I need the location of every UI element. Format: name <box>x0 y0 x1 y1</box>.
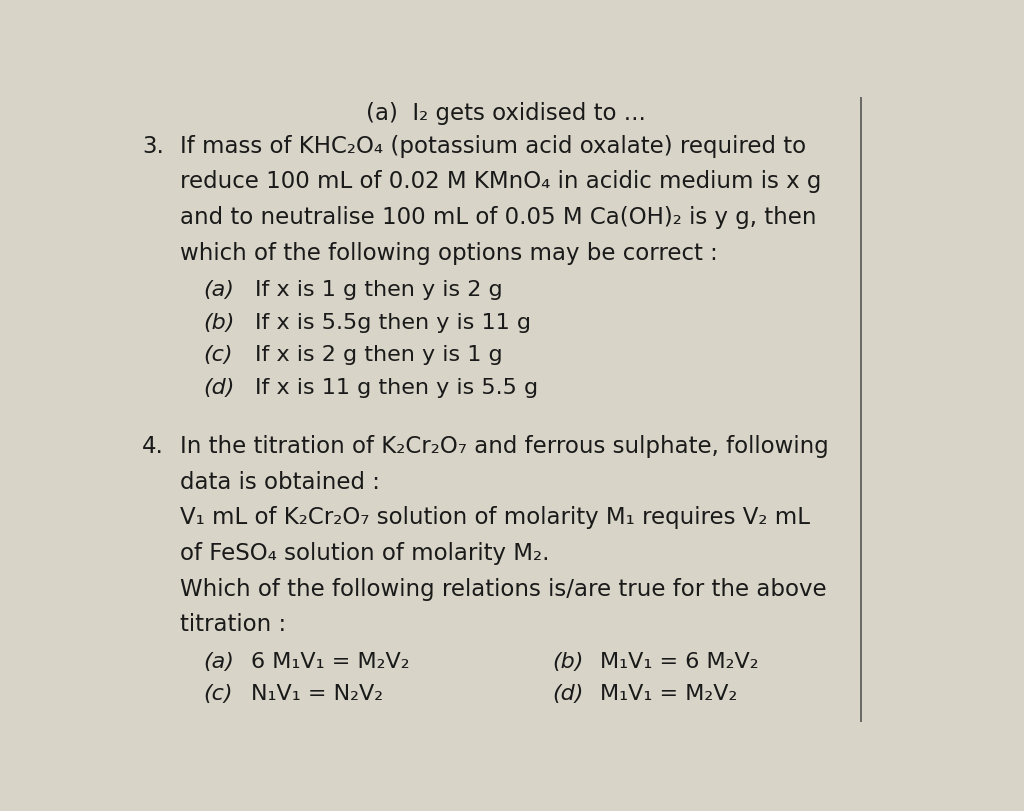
Text: N₁V₁ = N₂V₂: N₁V₁ = N₂V₂ <box>251 684 383 704</box>
Text: data is obtained :: data is obtained : <box>179 470 380 494</box>
Text: (b): (b) <box>204 313 234 333</box>
Text: which of the following options may be correct :: which of the following options may be co… <box>179 242 718 264</box>
Text: (a)  I₂ gets oxidised to ...: (a) I₂ gets oxidised to ... <box>367 101 646 125</box>
Text: (a): (a) <box>204 281 234 300</box>
Text: If x is 1 g then y is 2 g: If x is 1 g then y is 2 g <box>255 281 503 300</box>
Text: If mass of KHC₂O₄ (potassium acid oxalate) required to: If mass of KHC₂O₄ (potassium acid oxalat… <box>179 135 806 158</box>
Text: 3.: 3. <box>142 135 164 158</box>
Text: titration :: titration : <box>179 613 286 636</box>
Text: If x is 11 g then y is 5.5 g: If x is 11 g then y is 5.5 g <box>255 378 538 397</box>
Text: (d): (d) <box>204 378 234 397</box>
Text: (b): (b) <box>553 652 584 672</box>
Text: (a): (a) <box>204 652 234 672</box>
Text: M₁V₁ = 6 M₂V₂: M₁V₁ = 6 M₂V₂ <box>600 652 759 672</box>
Text: M₁V₁ = M₂V₂: M₁V₁ = M₂V₂ <box>600 684 737 704</box>
Text: 6 M₁V₁ = M₂V₂: 6 M₁V₁ = M₂V₂ <box>251 652 410 672</box>
Text: and to neutralise 100 mL of 0.05 M Ca(OH)₂ is y g, then: and to neutralise 100 mL of 0.05 M Ca(OH… <box>179 206 816 229</box>
Text: (c): (c) <box>204 345 232 365</box>
Text: (c): (c) <box>204 684 232 704</box>
Text: In the titration of K₂Cr₂O₇ and ferrous sulphate, following: In the titration of K₂Cr₂O₇ and ferrous … <box>179 436 828 458</box>
Text: of FeSO₄ solution of molarity M₂.: of FeSO₄ solution of molarity M₂. <box>179 542 549 565</box>
Text: reduce 100 mL of 0.02 M KMnO₄ in acidic medium is x g: reduce 100 mL of 0.02 M KMnO₄ in acidic … <box>179 170 821 193</box>
Text: If x is 5.5g then y is 11 g: If x is 5.5g then y is 11 g <box>255 313 531 333</box>
Text: Which of the following relations is/are true for the above: Which of the following relations is/are … <box>179 577 826 600</box>
Text: If x is 2 g then y is 1 g: If x is 2 g then y is 1 g <box>255 345 503 365</box>
Text: (d): (d) <box>553 684 584 704</box>
Text: 4.: 4. <box>142 436 164 458</box>
Text: V₁ mL of K₂Cr₂O₇ solution of molarity M₁ requires V₂ mL: V₁ mL of K₂Cr₂O₇ solution of molarity M₁… <box>179 506 810 530</box>
